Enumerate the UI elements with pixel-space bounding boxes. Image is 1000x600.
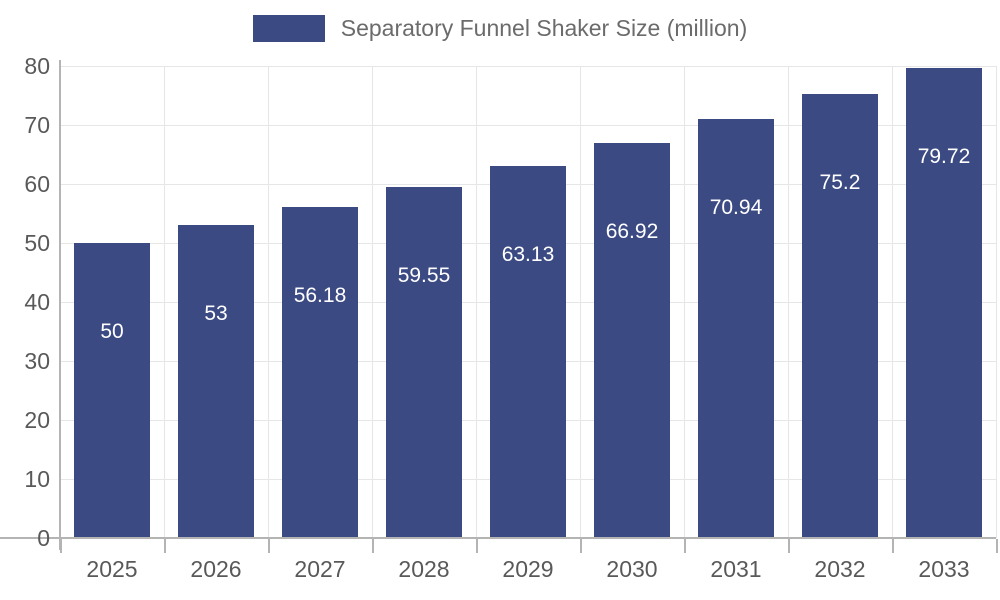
bar-value-label: 75.2 [819,171,861,195]
y-axis-tick-label: 60 [24,171,50,197]
bar[interactable] [385,186,463,538]
y-axis-tick-label: 70 [24,112,50,138]
y-axis-tick-label: 50 [24,230,50,256]
x-axis-tick-label: 2031 [710,556,762,582]
x-axis-tick-mark [164,539,166,553]
x-axis-tick-label: 2033 [918,556,970,582]
x-axis-tick-label: 2032 [814,556,866,582]
x-axis-tick-label: 2026 [190,556,242,582]
y-axis-tick-label: 20 [24,407,50,433]
y-axis-tick-label: 80 [24,53,50,79]
x-axis-tick-mark [268,539,270,553]
gridline-vertical [996,66,997,538]
gridline-vertical [580,66,581,538]
x-axis-tick-label: 2029 [502,556,554,582]
x-axis-tick-mark [892,539,894,553]
legend-label: Separatory Funnel Shaker Size (million) [340,14,748,41]
gridline-vertical [788,66,789,538]
bar-value-label: 66.92 [605,220,659,244]
y-axis-tick-labels: 0 10 20 30 40 50 60 70 80 [0,0,50,600]
y-axis-tick-label: 0 [37,525,50,551]
x-axis-tick-mark [372,539,374,553]
y-axis-tick-label: 40 [24,289,50,315]
bar[interactable] [697,119,775,538]
legend-swatch-icon [252,14,325,42]
bar[interactable] [73,243,151,538]
x-axis-tick-label: 2030 [606,556,658,582]
gridline-vertical [164,66,165,538]
gridline-vertical [476,66,477,538]
x-axis-line [0,537,996,539]
x-axis-tick-label: 2027 [294,556,346,582]
bar-value-label: 53 [204,302,228,326]
bar[interactable] [905,67,983,538]
x-axis-tick-label: 2025 [86,556,138,582]
x-axis-tick-mark [60,539,62,553]
bar-value-label: 59.55 [397,263,451,287]
gridline-vertical [684,66,685,538]
bar-value-label: 70.94 [709,196,763,220]
bar[interactable] [489,165,567,538]
gridline-horizontal [60,125,996,126]
y-axis-tick-label: 10 [24,466,50,492]
bar[interactable] [593,143,671,538]
bar[interactable] [177,225,255,538]
bar-value-label: 79.72 [917,144,971,168]
x-axis-tick-mark [788,539,790,553]
bar[interactable] [801,94,879,538]
x-axis-tick-label: 2028 [398,556,450,582]
bar-value-label: 56.18 [293,283,347,307]
x-axis-tick-mark [996,539,998,553]
bar-value-label: 63.13 [501,242,555,266]
bar[interactable] [281,206,359,538]
y-axis-tick-label: 30 [24,348,50,374]
x-axis-tick-mark [580,539,582,553]
y-axis-line [59,60,61,550]
plot-area [60,66,997,539]
bar-value-label: 50 [100,320,124,343]
gridline-vertical [372,66,373,538]
chart-legend: Separatory Funnel Shaker Size (million) [0,0,1000,56]
x-axis-tick-mark [684,539,686,553]
gridline-vertical [268,66,269,538]
x-axis-tick-mark [476,539,478,553]
gridline-vertical [892,66,893,538]
gridline-horizontal [60,66,996,67]
